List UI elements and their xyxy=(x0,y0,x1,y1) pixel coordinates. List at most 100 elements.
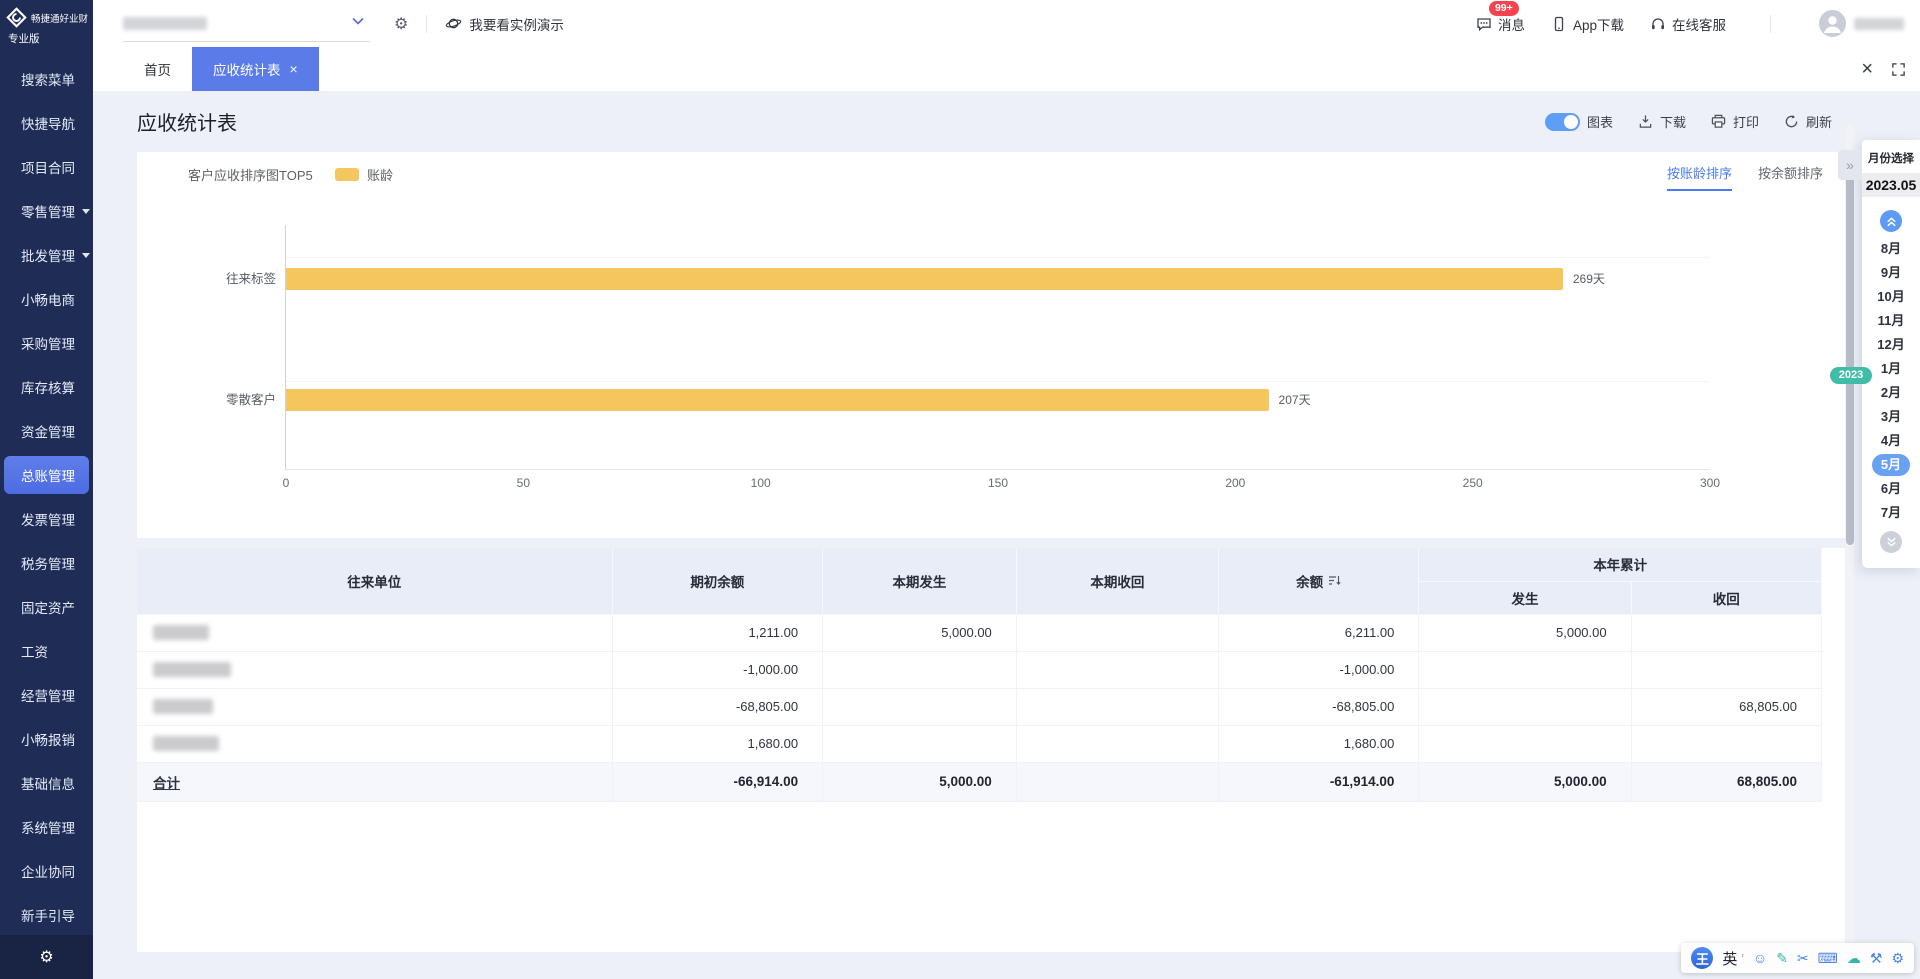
demo-link[interactable]: 我要看实例演示 xyxy=(445,14,564,34)
x-axis-tick: 100 xyxy=(750,476,771,490)
month-option-3月[interactable]: 3月 xyxy=(1862,405,1920,429)
user-account[interactable] xyxy=(1819,10,1904,37)
x-axis-tick: 50 xyxy=(516,476,531,490)
month-option-12月[interactable]: 12月 xyxy=(1862,333,1920,357)
sidebar-settings-button[interactable]: ⚙ xyxy=(0,935,93,979)
sidebar-item-发票管理[interactable]: 发票管理 xyxy=(0,497,93,541)
sidebar-item-小畅电商[interactable]: 小畅电商 xyxy=(0,277,93,321)
month-option-7月[interactable]: 7月 xyxy=(1862,501,1920,525)
keyboard-icon[interactable]: ⌨ xyxy=(1817,950,1838,966)
sidebar-item-零售管理[interactable]: 零售管理 xyxy=(0,189,93,233)
month-option-4月[interactable]: 4月 xyxy=(1862,429,1920,453)
support-button[interactable]: 在线客服 xyxy=(1650,14,1726,34)
toggle-switch-on[interactable] xyxy=(1544,112,1580,131)
pen-icon[interactable]: ✎ xyxy=(1776,950,1788,966)
sidebar-item-label: 工资 xyxy=(21,645,48,660)
ime-language-mode[interactable]: 英 xyxy=(1722,950,1738,968)
table-row: 1,680.00 1,680.00 xyxy=(137,725,1823,763)
gridline xyxy=(286,257,1710,258)
download-label: 下载 xyxy=(1659,115,1686,130)
month-option-10月[interactable]: 10月 xyxy=(1862,285,1920,309)
sidebar-item-搜索菜单[interactable]: 搜索菜单 xyxy=(0,57,93,101)
sidebar-item-基础信息[interactable]: 基础信息 xyxy=(0,761,93,805)
month-label: 4月 xyxy=(1880,433,1902,448)
tab-label: 首页 xyxy=(144,63,171,78)
collapse-icon: » xyxy=(1846,157,1854,173)
month-option-11月[interactable]: 11月 xyxy=(1862,309,1920,333)
printer-icon xyxy=(1711,114,1726,128)
month-option-5月[interactable]: 5月 xyxy=(1862,453,1920,477)
panel-collapse-button[interactable]: » xyxy=(1838,150,1862,180)
sidebar-item-批发管理[interactable]: 批发管理 xyxy=(0,233,93,277)
sidebar-item-固定资产[interactable]: 固定资产 xyxy=(0,585,93,629)
sidebar-item-系统管理[interactable]: 系统管理 xyxy=(0,805,93,849)
chart-toggle[interactable]: 图表 xyxy=(1544,112,1613,131)
sidebar-item-项目合同[interactable]: 项目合同 xyxy=(0,145,93,189)
sidebar-item-采购管理[interactable]: 采购管理 xyxy=(0,321,93,365)
month-option-8月[interactable]: 8月 xyxy=(1862,237,1920,261)
month-label: 2月 xyxy=(1880,385,1902,400)
sort-by-aging-tab[interactable]: 按账龄排序 xyxy=(1666,163,1732,191)
fullscreen-icon[interactable] xyxy=(1891,62,1906,77)
sidebar-item-总账管理[interactable]: 总账管理 xyxy=(4,456,89,494)
scroll-months-up-button[interactable] xyxy=(1880,210,1902,232)
organization-selector[interactable] xyxy=(123,0,370,47)
tab-receivable-statistics[interactable]: 应收统计表 × xyxy=(192,47,319,91)
month-label: 11月 xyxy=(1877,313,1905,328)
sidebar-item-工资[interactable]: 工资 xyxy=(0,629,93,673)
value-cell xyxy=(822,725,1017,763)
total-link[interactable]: 合计 xyxy=(153,775,180,791)
bar-零散客户 xyxy=(286,389,1269,411)
gear-icon[interactable]: ⚙ xyxy=(1891,950,1904,966)
tab-close-icon[interactable]: × xyxy=(289,61,298,77)
username-redacted xyxy=(1854,17,1904,30)
sidebar-item-快捷导航[interactable]: 快捷导航 xyxy=(0,101,93,145)
sidebar-menu: 搜索菜单快捷导航项目合同 零售管理 批发管理小畅电商采购管理 库存核算 资金管理 总账管理… xyxy=(0,57,93,937)
planet-icon xyxy=(446,18,462,29)
app-download-button[interactable]: App下载 xyxy=(1551,14,1624,34)
sidebar-item-新手引导[interactable]: 新手引导 xyxy=(0,893,93,937)
table-header: 往来单位 期初余额 本期发生 本期收回 余额 本年累计 xyxy=(137,548,1823,615)
month-option-2月[interactable]: 2月 xyxy=(1862,381,1920,405)
topbar-right: 消息 99+ App下载 在线客服 xyxy=(1476,0,1904,37)
messages-badge: 99+ xyxy=(1488,0,1519,16)
tab-bar-controls: × xyxy=(1861,47,1906,91)
sidebar-item-label: 快捷导航 xyxy=(21,117,75,132)
cloud-icon[interactable]: ☁ xyxy=(1846,950,1861,966)
tab-home[interactable]: 首页 xyxy=(123,47,192,91)
legend-swatch xyxy=(335,168,359,181)
sidebar-item-企业协同[interactable]: 企业协同 xyxy=(0,849,93,893)
sidebar-item-label: 搜索菜单 xyxy=(21,73,75,88)
sort-by-balance-tab[interactable]: 按余额排序 xyxy=(1757,166,1823,181)
scissors-icon[interactable]: ✂ xyxy=(1796,950,1809,966)
scrollbar-thumb[interactable] xyxy=(1846,155,1854,545)
scroll-months-down-button[interactable] xyxy=(1880,531,1902,553)
ime-logo-button[interactable]: 王 xyxy=(1691,947,1714,969)
month-option-6月[interactable]: 6月 xyxy=(1862,477,1920,501)
print-button[interactable]: 打印 xyxy=(1711,112,1759,131)
refresh-button[interactable]: 刷新 xyxy=(1784,112,1832,131)
sort-icon[interactable] xyxy=(1328,574,1341,587)
value-cell xyxy=(1630,725,1823,763)
headset-icon xyxy=(1652,17,1664,29)
sidebar-item-经营管理[interactable]: 经营管理 xyxy=(0,673,93,717)
sidebar-item-label: 小畅电商 xyxy=(21,293,75,308)
month-option-9月[interactable]: 9月 xyxy=(1862,261,1920,285)
sidebar-item-小畅报销[interactable]: 小畅报销 xyxy=(0,717,93,761)
total-value-cell: -66,914.00 xyxy=(611,762,824,802)
sidebar-item-税务管理[interactable]: 税务管理 xyxy=(0,541,93,585)
double-chevron-down-icon xyxy=(1886,537,1896,547)
month-label: 12月 xyxy=(1877,337,1905,352)
col-header-balance[interactable]: 余额 xyxy=(1217,548,1420,615)
toolbox-icon[interactable]: ⚒ xyxy=(1869,950,1883,966)
messages-button[interactable]: 消息 99+ xyxy=(1476,0,1525,34)
settings-gear-button[interactable]: ⚙ xyxy=(394,14,408,34)
month-option-1月[interactable]: 1月 xyxy=(1862,357,1920,381)
topbar: ⚙ 我要看实例演示 消息 99+ App下载 在线客服 xyxy=(93,0,1920,47)
close-icon[interactable]: × xyxy=(1861,58,1873,80)
chart-legend[interactable]: 账龄 xyxy=(335,165,393,184)
sidebar-item-库存核算[interactable]: 库存核算 xyxy=(0,365,93,409)
emoji-icon[interactable]: ☺ xyxy=(1752,950,1768,966)
download-button[interactable]: 下载 xyxy=(1638,112,1686,131)
sidebar-item-资金管理[interactable]: 资金管理 xyxy=(0,409,93,453)
